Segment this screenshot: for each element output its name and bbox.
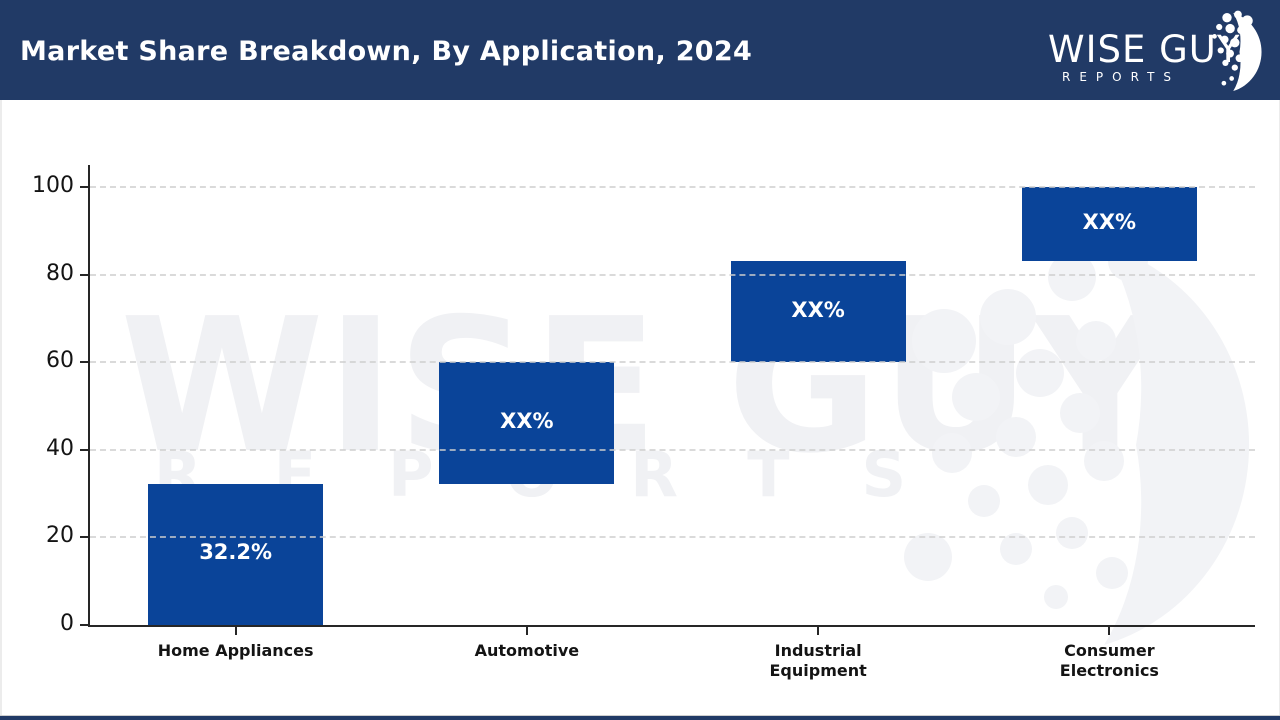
x-axis-label-automotive: Automotive — [417, 641, 637, 661]
bar-value-label-industrial-equipment: XX% — [791, 297, 845, 322]
y-gridline — [90, 536, 1255, 539]
x-axis-line — [88, 625, 1255, 627]
bottom-accent-strip — [0, 715, 1280, 720]
bar-value-label-consumer-electronics: XX% — [1082, 210, 1137, 235]
x-axis-label-line: Home Appliances — [157, 641, 314, 660]
y-axis-line — [88, 165, 90, 627]
y-tick-mark — [80, 273, 88, 276]
x-tick-mark — [525, 627, 528, 635]
bar-automotive — [439, 362, 615, 484]
x-tick-mark — [234, 627, 237, 635]
x-tick-mark — [1108, 627, 1111, 635]
y-tick-label: 40 — [46, 435, 74, 461]
logo-sub-text: REPORTS — [1062, 70, 1181, 84]
header-band: Market Share Breakdown, By Application, … — [0, 0, 1280, 100]
y-gridline — [90, 448, 1255, 451]
x-axis-label-consumer-electronics: Consumer Electronics — [999, 641, 1219, 681]
bar-consumer-electronics — [1021, 187, 1197, 262]
x-axis-label-line: Equipment — [769, 661, 867, 680]
y-gridline — [90, 273, 1255, 276]
y-tick-mark — [80, 361, 88, 364]
x-axis-label-home-appliances: Home Appliances — [126, 641, 346, 661]
x-tick-mark — [817, 627, 820, 635]
wiseguy-face-icon — [1212, 10, 1262, 91]
bar-industrial-equipment — [730, 261, 906, 363]
y-tick-label: 60 — [46, 348, 74, 374]
bar-value-label-home-appliances: 32.2% — [199, 540, 273, 565]
y-tick-label: 20 — [46, 523, 74, 549]
y-tick-label: 100 — [32, 173, 74, 198]
y-tick-mark — [80, 624, 88, 626]
wiseguy-logo: WISE GUY REPORTS — [1006, 6, 1266, 96]
y-tick-label: 0 — [60, 611, 74, 636]
bar-home-appliances — [148, 483, 324, 625]
y-tick-label: 80 — [46, 260, 74, 286]
y-tick-mark — [80, 536, 88, 539]
y-gridline — [90, 186, 1255, 188]
x-axis-label-line: Automotive — [474, 641, 580, 660]
y-tick-mark — [80, 186, 88, 188]
logo-name-text: WISE GUY — [1048, 28, 1241, 71]
x-axis-label-line: Industrial — [774, 641, 862, 660]
y-gridline — [90, 361, 1255, 364]
chart-title: Market Share Breakdown, By Application, … — [20, 36, 753, 67]
x-axis-label-line: Electronics — [1059, 661, 1159, 680]
x-axis-label-industrial-equipment: Industrial Equipment — [708, 641, 928, 681]
bar-value-label-automotive: XX% — [500, 409, 554, 434]
y-tick-mark — [80, 448, 88, 451]
x-axis-label-line: Consumer — [1064, 641, 1155, 660]
watermark-face-icon — [904, 241, 1250, 645]
